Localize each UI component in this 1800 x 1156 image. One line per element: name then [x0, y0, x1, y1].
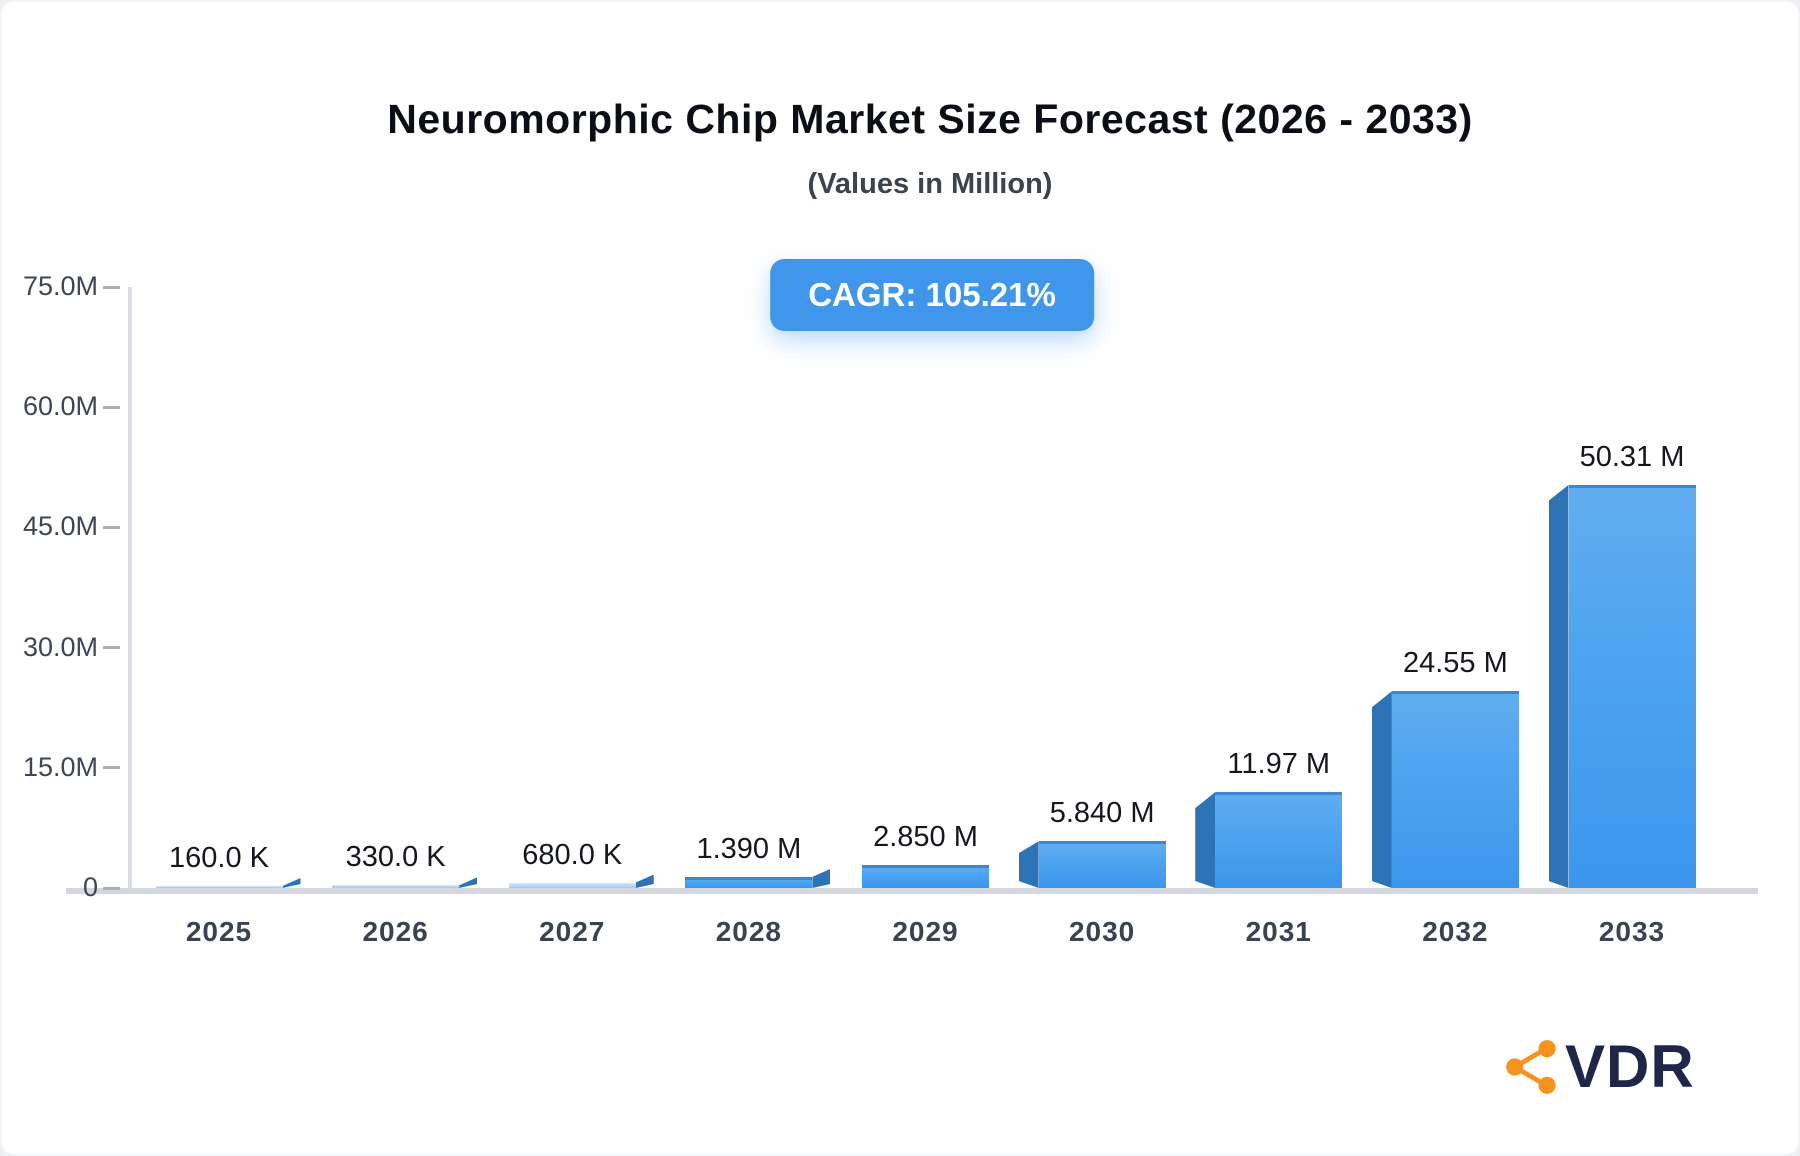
bar-2031[interactable]	[1215, 792, 1343, 888]
y-tick-mark	[103, 525, 120, 529]
y-tick-label: 60.0M	[22, 391, 98, 422]
chart-subtitle: (Values in Million)	[807, 168, 1053, 200]
bar-value-label-2025: 160.0 K	[169, 842, 269, 874]
y-tick-label: 75.0M	[22, 271, 98, 301]
x-tick-label-2033: 2033	[1598, 916, 1666, 947]
bar-side-2031	[1195, 792, 1215, 888]
bar-value-label-2029: 2.850 M	[873, 821, 978, 854]
bar-top-edge-2031	[1215, 792, 1343, 796]
y-tick-label: 0	[82, 872, 98, 902]
bar-2028[interactable]	[685, 876, 813, 888]
share-network-icon	[1506, 1039, 1556, 1094]
bar-2033[interactable]	[1568, 484, 1696, 888]
x-tick-label-2031: 2031	[1245, 916, 1312, 947]
bar-2026[interactable]	[332, 885, 460, 888]
bar-side-2026	[459, 877, 477, 888]
bar-side-2030	[1019, 841, 1039, 888]
cagr-badge: CAGR: 105.21%	[770, 259, 1094, 331]
bar-value-label-2028: 1.390 M	[696, 832, 802, 865]
bar-side-2033	[1549, 485, 1569, 888]
bar-top-edge-2033	[1568, 484, 1696, 488]
y-tick-mark	[103, 886, 120, 890]
bar-side-2028	[812, 869, 830, 888]
brand-logo-text: VDR	[1565, 1033, 1695, 1100]
y-tick-mark	[103, 646, 120, 650]
x-tick-label-2028: 2028	[715, 916, 783, 947]
bar-2032[interactable]	[1391, 691, 1519, 888]
chart-title: Neuromorphic Chip Market Size Forecast (…	[387, 96, 1473, 142]
y-tick-label: 30.0M	[22, 631, 98, 662]
brand-logo: VDR	[1504, 1032, 1695, 1101]
x-tick-label-2025: 2025	[185, 916, 253, 947]
x-tick-label-2027: 2027	[539, 916, 606, 947]
bar-value-label-2031: 11.97 M	[1227, 748, 1331, 781]
bar-value-label-2027: 680.0 K	[522, 838, 623, 871]
x-tick-label-2030: 2030	[1068, 916, 1136, 947]
bar-value-label-2030: 5.840 M	[1049, 797, 1155, 830]
bar-2030[interactable]	[1038, 841, 1166, 888]
bar-top-edge-2029	[862, 865, 989, 869]
bar-side-2032	[1372, 691, 1392, 888]
y-tick-mark	[103, 766, 120, 770]
bar-2029[interactable]	[862, 865, 989, 888]
x-tick-label-2032: 2032	[1422, 916, 1489, 947]
bar-side-2027	[636, 875, 654, 888]
y-tick-mark	[103, 285, 120, 289]
bar-value-label-2026: 330.0 K	[345, 841, 446, 874]
y-tick-mark	[103, 405, 120, 409]
x-axis-line	[66, 888, 1758, 894]
y-tick-label: 15.0M	[22, 751, 98, 782]
bar-value-label-2033: 50.31 M	[1579, 440, 1685, 473]
y-tick-label: 45.0M	[22, 511, 98, 542]
x-tick-label-2029: 2029	[892, 916, 959, 947]
bar-2027[interactable]	[508, 882, 636, 888]
bar-top-edge-2030	[1038, 841, 1166, 845]
bar-side-2025	[283, 878, 301, 888]
x-tick-label-2026: 2026	[362, 916, 429, 947]
bar-top-edge-2028	[685, 876, 813, 880]
bar-top-edge-2032	[1391, 691, 1519, 695]
bar-2025[interactable]	[155, 886, 283, 888]
y-axis-line	[128, 287, 132, 888]
bar-value-label-2032: 24.55 M	[1402, 647, 1508, 680]
